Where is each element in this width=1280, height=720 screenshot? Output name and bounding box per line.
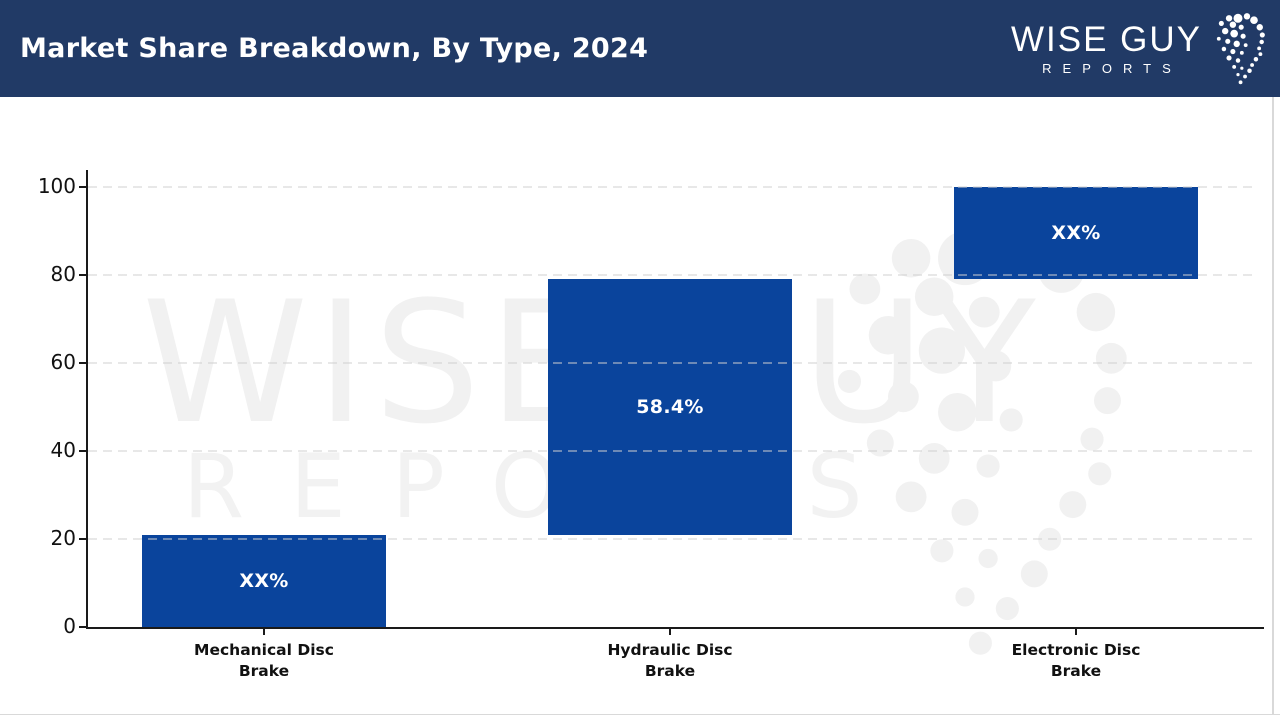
y-tick-label: 20 bbox=[50, 526, 76, 550]
category-label-line: Brake bbox=[644, 662, 696, 680]
bottom-border bbox=[0, 714, 1280, 715]
x-tick-mark bbox=[669, 629, 671, 635]
x-tick-mark bbox=[263, 629, 265, 635]
category-label: Mechanical Disc Brake bbox=[124, 640, 404, 682]
y-axis-line bbox=[86, 170, 88, 629]
x-tick-mark bbox=[1075, 629, 1077, 635]
bar-value-label: 58.4% bbox=[636, 395, 704, 418]
category-label-line: Mechanical Disc bbox=[194, 641, 334, 659]
gridline bbox=[88, 450, 1258, 452]
gridline bbox=[88, 186, 1258, 188]
logo-text-reports: REPORTS bbox=[1042, 61, 1182, 76]
y-tick-label: 100 bbox=[37, 174, 76, 198]
x-axis-line bbox=[86, 627, 1264, 629]
bar-segment: 58.4% bbox=[548, 278, 792, 536]
y-tick-label: 80 bbox=[50, 262, 76, 286]
y-tick-label: 40 bbox=[50, 438, 76, 462]
y-tick-label: 0 bbox=[63, 614, 76, 638]
gridline bbox=[88, 362, 1258, 364]
y-tick-label: 60 bbox=[50, 350, 76, 374]
chart-area: WISE GUY REPORTS XX%58.4%XX%020406080100… bbox=[0, 97, 1280, 720]
header-bar: Market Share Breakdown, By Type, 2024 WI… bbox=[0, 0, 1280, 97]
category-label-line: Hydraulic Disc bbox=[607, 641, 733, 659]
y-tick-mark bbox=[79, 186, 88, 188]
chart-title: Market Share Breakdown, By Type, 2024 bbox=[20, 33, 649, 64]
right-border bbox=[1272, 97, 1274, 715]
y-tick-mark bbox=[79, 450, 88, 452]
gridline bbox=[88, 538, 1258, 540]
bar-segment: XX% bbox=[142, 535, 386, 627]
y-tick-mark bbox=[79, 362, 88, 364]
category-label: Hydraulic Disc Brake bbox=[530, 640, 810, 682]
category-label-line: Electronic Disc bbox=[1011, 641, 1141, 659]
y-tick-mark bbox=[79, 538, 88, 540]
logo-wordmark: WISE GUY REPORTS bbox=[1010, 20, 1202, 77]
y-tick-mark bbox=[79, 626, 88, 628]
dotted-head-icon bbox=[1216, 13, 1265, 85]
gridline bbox=[88, 274, 1258, 276]
category-label-line: Brake bbox=[1050, 662, 1102, 680]
category-label: Electronic Disc Brake bbox=[936, 640, 1216, 682]
bar-value-label: XX% bbox=[1051, 221, 1101, 244]
bar-value-label: XX% bbox=[239, 570, 289, 593]
y-tick-mark bbox=[79, 274, 88, 276]
logo-text-wiseguy: WISE GUY bbox=[1010, 20, 1202, 59]
category-label-line: Brake bbox=[238, 662, 290, 680]
plot-area: XX% 58.4% XX% 0 20 40 60 80 100 Mechanical Disc Br… bbox=[0, 97, 1280, 720]
bar-segment: XX% bbox=[954, 187, 1198, 279]
wise-guy-logo: WISE GUY REPORTS bbox=[1011, 6, 1270, 92]
